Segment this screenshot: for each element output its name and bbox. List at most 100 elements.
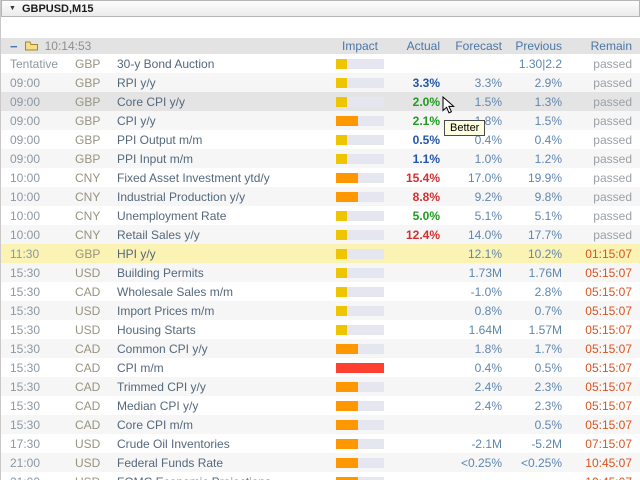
impact-bar <box>336 172 384 183</box>
event-row[interactable]: 21:00 USD Federal Funds Rate <0.25% <0.2… <box>1 453 640 472</box>
folder-icon[interactable] <box>24 41 38 51</box>
event-time: 15:30 <box>10 379 41 394</box>
event-row[interactable]: 15:30 CAD Wholesale Sales m/m -1.0% 2.8%… <box>1 282 640 301</box>
event-previous: 1.30|2.2 <box>518 56 562 71</box>
event-time: 10:00 <box>10 227 41 242</box>
event-previous: 1.57M <box>528 322 562 337</box>
event-previous: <0.25% <box>520 455 562 470</box>
event-previous: 2.3% <box>534 379 562 394</box>
event-time: 17:30 <box>10 436 41 451</box>
event-time: 21:00 <box>10 455 41 470</box>
impact-cell <box>332 229 388 240</box>
event-row[interactable]: 15:30 USD Building Permits 1.73M 1.76M 0… <box>1 263 640 282</box>
event-remain: passed <box>593 189 632 204</box>
event-title: CPI y/y <box>117 113 156 128</box>
impact-cell <box>332 438 388 449</box>
event-time: 15:30 <box>10 284 41 299</box>
event-row[interactable]: 15:30 CAD Trimmed CPI y/y 2.4% 2.3% 05:1… <box>1 377 640 396</box>
event-row[interactable]: 21:00 USD FOMC Economic Projections 10:4… <box>1 472 640 480</box>
event-row[interactable]: 11:30 GBP HPI y/y 12.1% 10.2% 01:15:07 <box>1 244 640 263</box>
event-remain: passed <box>593 208 632 223</box>
event-row[interactable]: 09:00 GBP RPI y/y 3.3% 3.3% 2.9% passed <box>1 73 640 92</box>
event-actual: 3.3% <box>412 75 440 90</box>
event-actual: 15.4% <box>405 170 440 185</box>
impact-bar <box>336 134 384 145</box>
event-currency: CNY <box>75 208 101 223</box>
impact-bar <box>336 381 384 392</box>
event-row[interactable]: 09:00 GBP CPI y/y 2.1% 1.8% 1.5% passed <box>1 111 640 130</box>
event-remain: 05:15:07 <box>585 360 632 375</box>
event-forecast: 2.4% <box>474 398 502 413</box>
event-row[interactable]: 10:00 CNY Retail Sales y/y 12.4% 14.0% 1… <box>1 225 640 244</box>
event-actual: 2.1% <box>412 113 440 128</box>
event-forecast: 14.0% <box>467 227 502 242</box>
event-title: Median CPI y/y <box>117 398 199 413</box>
event-previous: 0.7% <box>534 303 562 318</box>
event-row[interactable]: 15:30 CAD Median CPI y/y 2.4% 2.3% 05:15… <box>1 396 640 415</box>
event-row[interactable]: 09:00 GBP PPI Output m/m 0.5% 0.4% 0.4% … <box>1 130 640 149</box>
calendar-controls: − 10:14:53 <box>1 39 332 53</box>
impact-cell <box>332 457 388 468</box>
event-time: Tentative <box>10 56 59 71</box>
impact-cell <box>332 362 388 373</box>
impact-cell <box>332 286 388 297</box>
event-time: 09:00 <box>10 75 41 90</box>
event-row[interactable]: 17:30 USD Crude Oil Inventories -2.1M -5… <box>1 434 640 453</box>
event-currency: CNY <box>75 189 101 204</box>
event-forecast: 2.4% <box>474 379 502 394</box>
event-row[interactable]: 09:00 GBP Core CPI y/y 2.0% 1.5% 1.3% pa… <box>1 92 640 111</box>
column-header-actual: Actual <box>406 39 440 53</box>
event-previous: 0.5% <box>534 360 562 375</box>
impact-cell <box>332 58 388 69</box>
event-actual: 2.0% <box>412 94 440 109</box>
impact-cell <box>332 210 388 221</box>
impact-bar <box>336 457 384 468</box>
impact-bar <box>336 419 384 430</box>
impact-bar <box>336 343 384 354</box>
event-forecast: 0.4% <box>474 360 502 375</box>
event-remain: passed <box>593 94 632 109</box>
impact-cell <box>332 172 388 183</box>
event-row[interactable]: 10:00 CNY Unemployment Rate 5.0% 5.1% 5.… <box>1 206 640 225</box>
event-currency: USD <box>75 265 101 280</box>
event-row[interactable]: 15:30 CAD Common CPI y/y 1.8% 1.7% 05:15… <box>1 339 640 358</box>
event-row[interactable]: 10:00 CNY Fixed Asset Investment ytd/y 1… <box>1 168 640 187</box>
event-forecast: 0.4% <box>474 132 502 147</box>
chart-dropdown-icon[interactable]: ▼ <box>9 5 16 12</box>
event-forecast: 1.73M <box>468 265 502 280</box>
column-header-forecast: Forecast <box>455 39 502 53</box>
event-previous: 1.2% <box>534 151 562 166</box>
event-row[interactable]: 15:30 CAD CPI m/m 0.4% 0.5% 05:15:07 <box>1 358 640 377</box>
event-time: 09:00 <box>10 151 41 166</box>
event-row[interactable]: 15:30 USD Housing Starts 1.64M 1.57M 05:… <box>1 320 640 339</box>
event-row[interactable]: Tentative GBP 30-y Bond Auction 1.30|2.2… <box>1 54 640 73</box>
event-row[interactable]: 15:30 CAD Core CPI m/m 0.5% 05:15:07 <box>1 415 640 434</box>
impact-bar <box>336 229 384 240</box>
event-remain: passed <box>593 227 632 242</box>
event-title: Housing Starts <box>117 322 196 337</box>
event-forecast: 12.1% <box>467 246 502 261</box>
event-remain: 10:45:07 <box>585 455 632 470</box>
impact-bar <box>336 267 384 278</box>
event-remain: 05:15:07 <box>585 417 632 432</box>
event-title: Import Prices m/m <box>117 303 215 318</box>
collapse-button[interactable]: − <box>10 38 18 54</box>
event-row[interactable]: 10:00 CNY Industrial Production y/y 8.8%… <box>1 187 640 206</box>
event-previous: 10.2% <box>527 246 562 261</box>
event-previous: 2.3% <box>534 398 562 413</box>
impact-cell <box>332 343 388 354</box>
event-title: Industrial Production y/y <box>117 189 246 204</box>
event-currency: CAD <box>75 398 101 413</box>
impact-bar <box>336 305 384 316</box>
event-currency: USD <box>75 455 101 470</box>
event-remain: 05:15:07 <box>585 265 632 280</box>
event-title: Unemployment Rate <box>117 208 227 223</box>
event-currency: CAD <box>75 417 101 432</box>
impact-cell <box>332 305 388 316</box>
event-row[interactable]: 09:00 GBP PPI Input m/m 1.1% 1.0% 1.2% p… <box>1 149 640 168</box>
event-time: 09:00 <box>10 94 41 109</box>
column-header-previous: Previous <box>515 39 562 53</box>
event-previous: 0.5% <box>534 417 562 432</box>
event-row[interactable]: 15:30 USD Import Prices m/m 0.8% 0.7% 05… <box>1 301 640 320</box>
